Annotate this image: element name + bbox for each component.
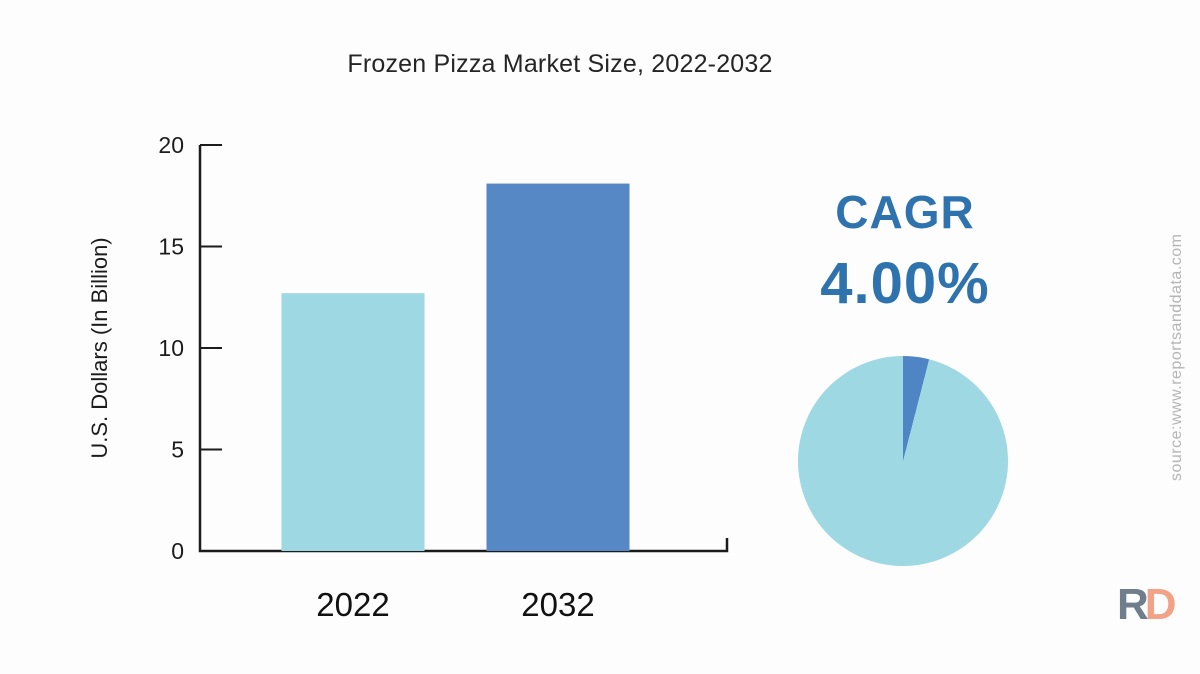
- y-tick-label-5: 5: [171, 437, 184, 463]
- source-credit: source:www.reportsanddata.com: [1168, 233, 1185, 482]
- bar-2032: [486, 183, 630, 551]
- bar-2022: [281, 293, 425, 551]
- logo-letter-d: D: [1144, 580, 1177, 629]
- logo-letter-r: R: [1117, 580, 1149, 629]
- axis-spine: [198, 145, 729, 553]
- y-tick-label-20: 20: [158, 132, 184, 158]
- cagr-block: CAGR 4.00%: [765, 186, 1045, 316]
- y-tick-label-0: 0: [171, 538, 184, 564]
- reports-and-data-logo: RD: [1117, 580, 1177, 629]
- y-tick-label-15: 15: [158, 234, 184, 260]
- x-tick-label-2032: 2032: [521, 586, 594, 623]
- bar-chart: 0 5 10 15 20 U.S. Dollars (In Billion) 2022 203…: [87, 132, 729, 623]
- y-tick-label-10: 10: [158, 335, 184, 361]
- cagr-label: CAGR: [835, 186, 975, 238]
- cagr-pie-chart: [798, 356, 1008, 566]
- chart-title: Frozen Pizza Market Size, 2022-2032: [347, 50, 773, 78]
- y-axis-label: U.S. Dollars (In Billion): [87, 237, 112, 458]
- cagr-value: 4.00%: [820, 251, 990, 316]
- x-tick-label-2022: 2022: [316, 586, 389, 623]
